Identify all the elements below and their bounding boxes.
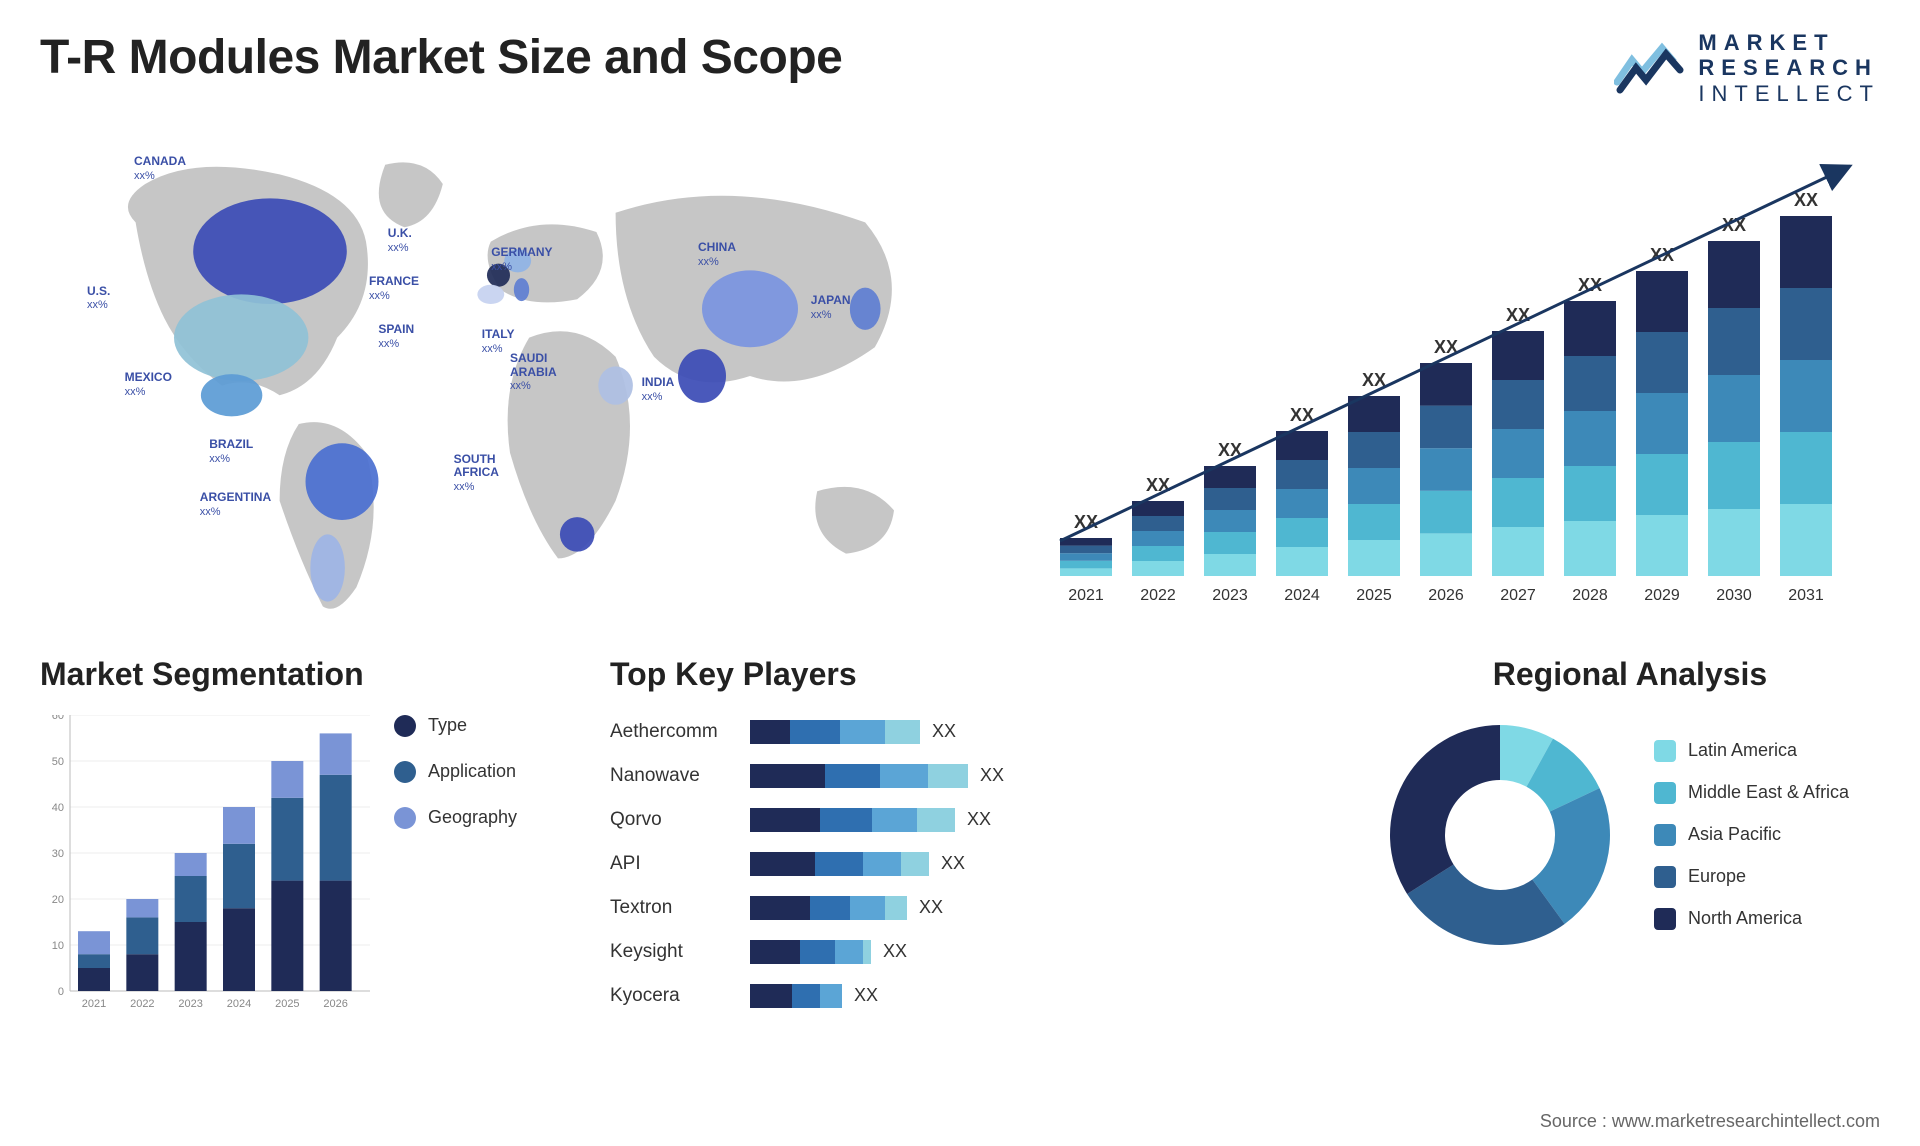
player-name: Textron bbox=[610, 897, 750, 919]
svg-text:2031: 2031 bbox=[1788, 587, 1824, 604]
legend-item: Asia Pacific bbox=[1654, 824, 1849, 846]
svg-text:2030: 2030 bbox=[1716, 587, 1752, 604]
svg-text:10: 10 bbox=[52, 940, 64, 952]
world-map-panel: CANADAxx% U.S.xx% MEXICOxx% BRAZILxx% ARGENT… bbox=[40, 136, 980, 616]
players-chart: AethercommXXNanowaveXXQorvoXXAPIXXTextro… bbox=[610, 715, 1340, 1013]
segmentation-panel: Market Segmentation 0 10 20 30 40 50 60 2021 202… bbox=[40, 656, 570, 1046]
svg-text:2025: 2025 bbox=[1356, 587, 1392, 604]
svg-text:2023: 2023 bbox=[1212, 587, 1248, 604]
svg-text:2026: 2026 bbox=[1428, 587, 1464, 604]
map-label: SAUDIARABIAxx% bbox=[510, 352, 557, 393]
logo: MARKET RESEARCH INTELLECT bbox=[1614, 30, 1880, 106]
segmentation-legend: Type Application Geography bbox=[394, 715, 517, 1035]
player-value: XX bbox=[932, 721, 956, 742]
map-label: CANADAxx% bbox=[134, 155, 186, 183]
map-label: JAPANxx% bbox=[811, 294, 851, 322]
svg-text:2024: 2024 bbox=[1284, 587, 1320, 604]
players-panel: Top Key Players AethercommXXNanowaveXXQo… bbox=[610, 656, 1340, 1046]
svg-text:2029: 2029 bbox=[1644, 587, 1680, 604]
map-label: SOUTHAFRICAxx% bbox=[454, 453, 499, 494]
player-name: API bbox=[610, 853, 750, 875]
regional-panel: Regional Analysis Latin America Middle Ea… bbox=[1380, 656, 1880, 1046]
map-label: SPAINxx% bbox=[378, 323, 414, 351]
svg-text:2024: 2024 bbox=[227, 998, 251, 1010]
page-title: T-R Modules Market Size and Scope bbox=[40, 30, 842, 85]
svg-text:2026: 2026 bbox=[323, 998, 347, 1010]
svg-text:XX: XX bbox=[1794, 190, 1818, 210]
player-row: Aethercomm XX bbox=[610, 715, 1340, 749]
map-label: ARGENTINAxx% bbox=[200, 491, 271, 519]
legend-item: Latin America bbox=[1654, 740, 1849, 762]
player-bar bbox=[750, 852, 929, 876]
bottom-row: Market Segmentation 0 10 20 30 40 50 60 2021 202… bbox=[40, 656, 1880, 1046]
map-label: INDIAxx% bbox=[642, 376, 675, 404]
legend-item: North America bbox=[1654, 908, 1849, 930]
player-name: Qorvo bbox=[610, 809, 750, 831]
player-bar bbox=[750, 984, 842, 1008]
player-row: Nanowave XX bbox=[610, 759, 1340, 793]
top-row: CANADAxx% U.S.xx% MEXICOxx% BRAZILxx% ARGENT… bbox=[40, 136, 1880, 616]
player-value: XX bbox=[883, 941, 907, 962]
player-value: XX bbox=[941, 853, 965, 874]
segmentation-bar-chart: 0 10 20 30 40 50 60 2021 2022 2023 2024 2025 2026 bbox=[40, 715, 370, 1015]
player-value: XX bbox=[980, 765, 1004, 786]
player-name: Nanowave bbox=[610, 765, 750, 787]
player-name: Keysight bbox=[610, 941, 750, 963]
players-title: Top Key Players bbox=[610, 656, 1340, 693]
segmentation-title: Market Segmentation bbox=[40, 656, 570, 693]
player-row: Kyocera XX bbox=[610, 979, 1340, 1013]
legend-item: Europe bbox=[1654, 866, 1849, 888]
player-bar bbox=[750, 896, 907, 920]
map-label: FRANCExx% bbox=[369, 275, 419, 303]
map-label: MEXICOxx% bbox=[125, 371, 172, 399]
svg-text:2021: 2021 bbox=[82, 998, 106, 1010]
growth-chart-panel: XX2021XX2022XX2023XX2024XX2025XX2026XX20… bbox=[1020, 136, 1880, 616]
map-label: U.K.xx% bbox=[388, 227, 412, 255]
player-bar bbox=[750, 764, 968, 788]
map-label: CHINAxx% bbox=[698, 241, 736, 269]
logo-icon bbox=[1614, 40, 1684, 95]
player-row: Qorvo XX bbox=[610, 803, 1340, 837]
player-bar bbox=[750, 940, 871, 964]
regional-title: Regional Analysis bbox=[1380, 656, 1880, 693]
player-value: XX bbox=[967, 809, 991, 830]
map-label: U.S.xx% bbox=[87, 285, 110, 313]
source-attribution: Source : www.marketresearchintellect.com bbox=[1540, 1111, 1880, 1132]
svg-text:50: 50 bbox=[52, 756, 64, 768]
player-name: Kyocera bbox=[610, 985, 750, 1007]
legend-item: Middle East & Africa bbox=[1654, 782, 1849, 804]
legend-item: Application bbox=[394, 761, 517, 783]
player-bar bbox=[750, 808, 955, 832]
growth-bar-chart: XX2021XX2022XX2023XX2024XX2025XX2026XX20… bbox=[1020, 136, 1880, 616]
regional-donut-chart bbox=[1380, 715, 1620, 955]
svg-text:2027: 2027 bbox=[1500, 587, 1536, 604]
regional-body: Latin America Middle East & Africa Asia Pa… bbox=[1380, 715, 1880, 955]
player-name: Aethercomm bbox=[610, 721, 750, 743]
player-row: Keysight XX bbox=[610, 935, 1340, 969]
svg-text:60: 60 bbox=[52, 715, 64, 722]
map-label: GERMANYxx% bbox=[491, 246, 552, 274]
svg-text:40: 40 bbox=[52, 802, 64, 814]
svg-text:2023: 2023 bbox=[178, 998, 202, 1010]
legend-item: Type bbox=[394, 715, 517, 737]
svg-text:2021: 2021 bbox=[1068, 587, 1104, 604]
svg-text:20: 20 bbox=[52, 894, 64, 906]
svg-text:30: 30 bbox=[52, 848, 64, 860]
segmentation-chart: 0 10 20 30 40 50 60 2021 2022 2023 2024 2025 2026 Ty… bbox=[40, 715, 570, 1035]
logo-text: MARKET RESEARCH INTELLECT bbox=[1698, 30, 1880, 106]
player-row: Textron XX bbox=[610, 891, 1340, 925]
player-value: XX bbox=[854, 985, 878, 1006]
svg-text:2022: 2022 bbox=[130, 998, 154, 1010]
svg-text:2028: 2028 bbox=[1572, 587, 1608, 604]
regional-legend: Latin America Middle East & Africa Asia Pa… bbox=[1654, 740, 1849, 930]
svg-text:2025: 2025 bbox=[275, 998, 299, 1010]
player-row: API XX bbox=[610, 847, 1340, 881]
map-label: BRAZILxx% bbox=[209, 438, 253, 466]
legend-item: Geography bbox=[394, 807, 517, 829]
svg-text:0: 0 bbox=[58, 986, 64, 998]
header: T-R Modules Market Size and Scope MARKET… bbox=[40, 30, 1880, 106]
svg-text:2022: 2022 bbox=[1140, 587, 1176, 604]
player-value: XX bbox=[919, 897, 943, 918]
player-bar bbox=[750, 720, 920, 744]
